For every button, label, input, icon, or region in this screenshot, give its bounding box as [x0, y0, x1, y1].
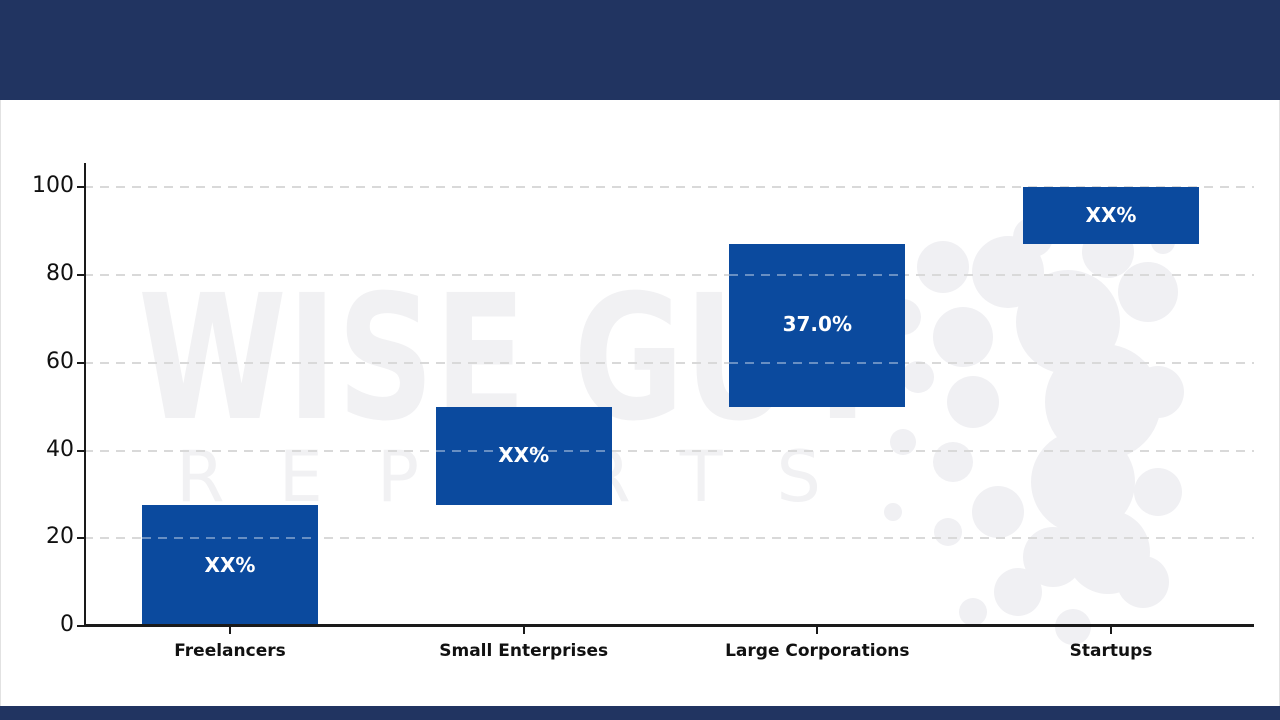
- grid-over-bar-2-80: [729, 274, 906, 277]
- x-category-label-0: Freelancers: [174, 641, 286, 661]
- bar-value-label-1: XX%: [498, 443, 550, 467]
- x-tick-1: [522, 627, 525, 634]
- header-bar: [0, 0, 1280, 100]
- grid-line-60: [84, 361, 1254, 364]
- footer-bar: [0, 706, 1280, 720]
- grid-line-100: [84, 186, 1254, 189]
- left-border: [0, 100, 1, 706]
- x-category-label-1: Small Enterprises: [439, 641, 609, 661]
- y-tick-100: [77, 186, 84, 189]
- x-tick-2: [816, 627, 819, 634]
- y-axis-line: [84, 163, 86, 626]
- bar-2: [729, 244, 906, 407]
- bar-0: [142, 505, 318, 626]
- grid-over-bar-0-20: [142, 537, 318, 540]
- grid-line-20: [84, 537, 1254, 540]
- grid-line-80: [84, 274, 1254, 277]
- x-tick-0: [229, 627, 231, 634]
- grid-over-bar-1-40: [435, 449, 612, 452]
- grid-line-40: [84, 449, 1254, 452]
- y-tick-label-20: 20: [46, 524, 74, 550]
- bar-value-label-2: 37.0%: [782, 312, 852, 337]
- bar-value-label-0: XX%: [204, 552, 256, 577]
- bar-value-label-3: XX%: [1085, 202, 1137, 227]
- y-tick-label-40: 40: [46, 436, 74, 462]
- y-tick-label-100: 100: [32, 173, 74, 199]
- x-category-label-3: Startups: [1069, 641, 1153, 661]
- y-tick-label-60: 60: [46, 348, 74, 374]
- grid-over-bar-2-60: [729, 361, 906, 364]
- y-tick-20: [77, 537, 84, 540]
- y-tick-40: [77, 449, 84, 452]
- y-tick-label-0: 0: [60, 612, 74, 637]
- bar-1: [435, 406, 612, 506]
- x-tick-3: [1110, 627, 1112, 634]
- x-axis-line: [84, 624, 1254, 627]
- y-tick-label-80: 80: [46, 261, 74, 287]
- bar-3: [1023, 187, 1199, 245]
- x-category-label-2: Large Corporations: [725, 641, 910, 661]
- y-tick-80: [77, 274, 84, 277]
- wiseguy-head-watermark: [875, 217, 1184, 645]
- y-tick-0: [77, 625, 84, 627]
- y-tick-60: [77, 361, 84, 364]
